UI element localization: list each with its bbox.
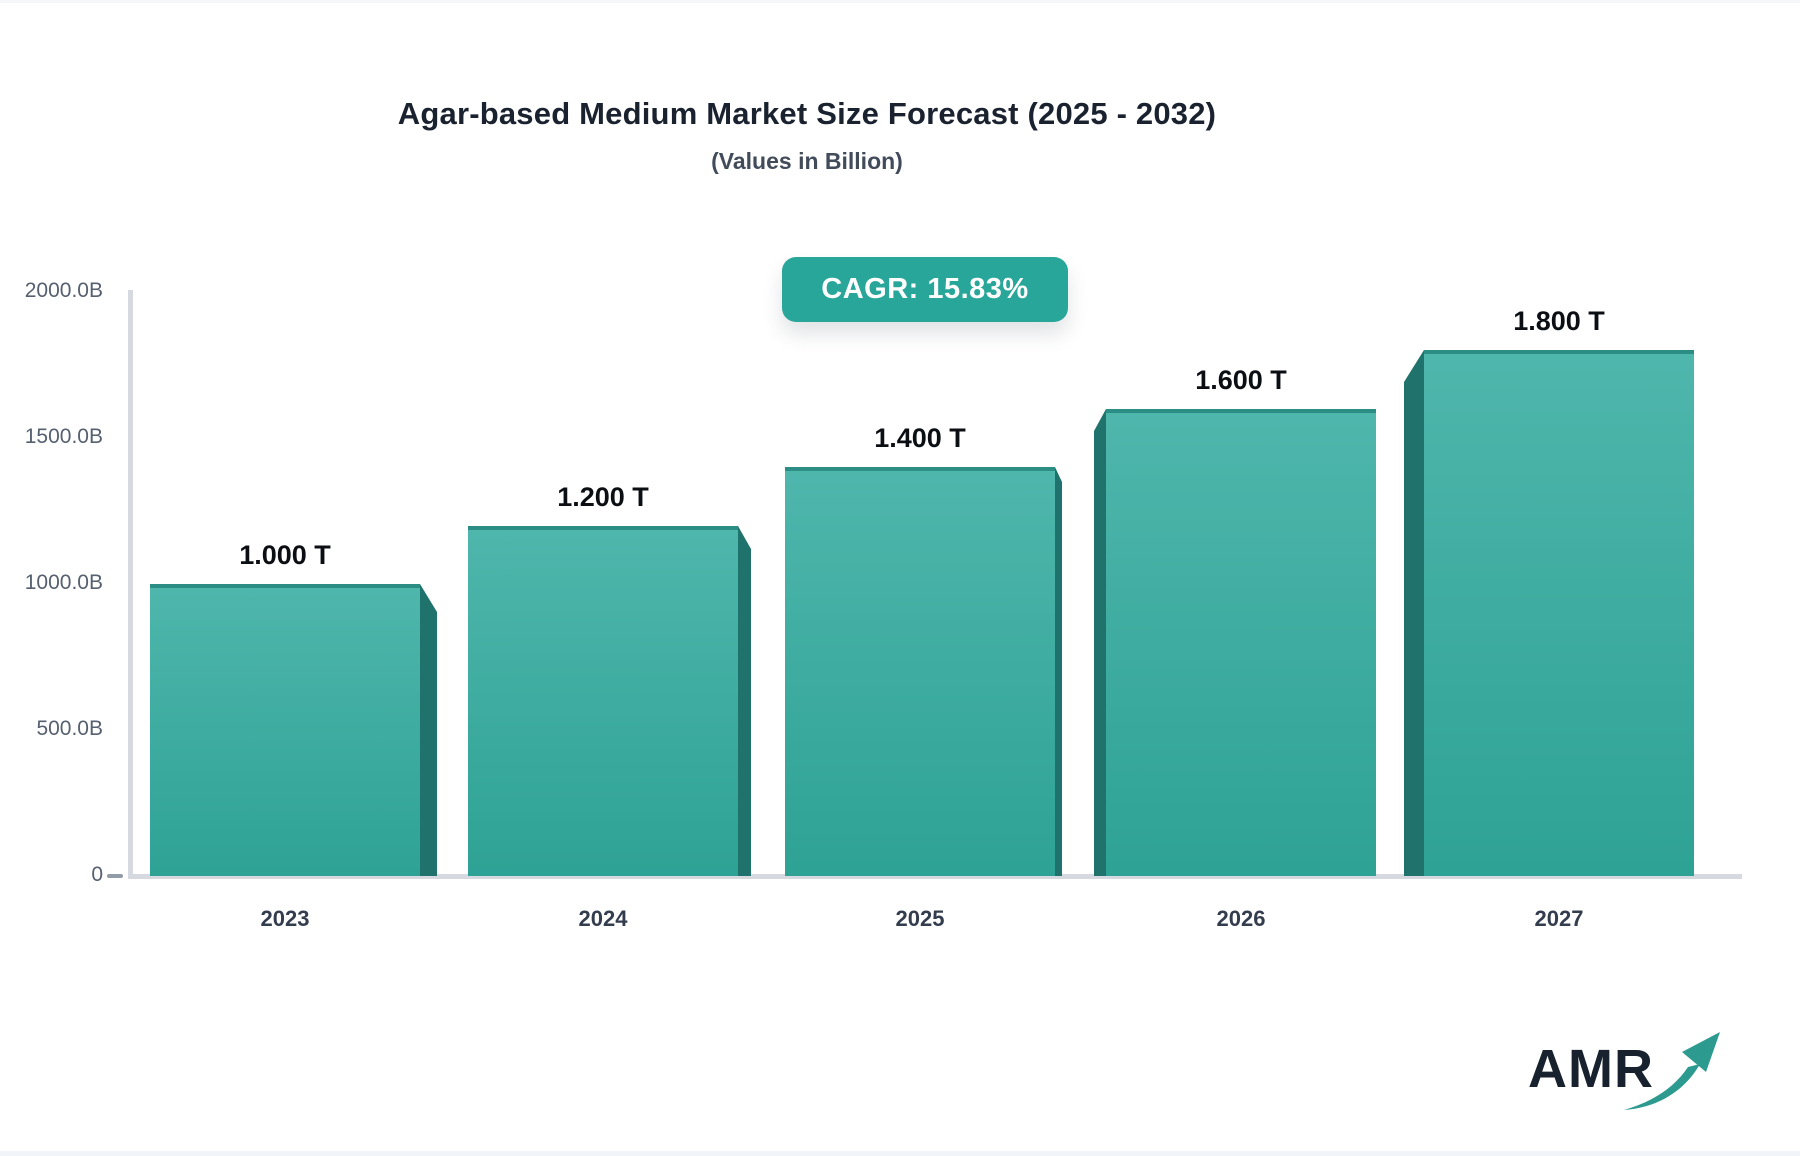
bar-3d-side: [1055, 467, 1062, 876]
chart-title: Agar-based Medium Market Size Forecast (…: [397, 96, 1217, 131]
x-axis-tick-label: 2025: [895, 906, 945, 931]
y-axis-tick-label: 0: [91, 863, 103, 886]
bar: [785, 467, 1055, 876]
y-axis-tick-label: 500.0B: [36, 717, 103, 740]
bar: [1424, 350, 1694, 876]
chart-subtitle: (Values in Billion): [711, 148, 903, 174]
top-edge-strip: [0, 0, 1800, 3]
amr-logo-text: AMR: [1528, 1039, 1654, 1099]
y-axis-tick-label: 1500.0B: [24, 425, 103, 448]
zero-tick-mark: [107, 874, 123, 878]
bar-3d-side: [1404, 350, 1424, 876]
bar-value-label: 1.200 T: [557, 482, 649, 512]
bar-value-label: 1.000 T: [239, 540, 331, 570]
growth-arrow-icon: [1624, 1032, 1720, 1110]
bar-3d-side: [1094, 409, 1106, 876]
bar-3d-side: [738, 526, 751, 876]
bar: [150, 584, 420, 876]
bar: [1106, 409, 1376, 876]
x-axis-line: [128, 874, 1742, 879]
y-axis-line: [128, 290, 133, 878]
amr-logo: AMR: [1528, 1024, 1748, 1124]
bar: [468, 526, 738, 876]
cagr-badge: CAGR: 15.83%: [782, 257, 1068, 322]
bar-3d-side: [420, 584, 437, 876]
x-axis-tick-label: 2023: [260, 906, 310, 931]
y-axis-tick-label: 1000.0B: [24, 571, 103, 594]
bar-value-label: 1.600 T: [1195, 365, 1287, 395]
x-axis-tick-label: 2027: [1534, 906, 1584, 931]
bar-value-label: 1.800 T: [1513, 306, 1605, 336]
bottom-edge-strip: [0, 1151, 1800, 1156]
y-axis-tick-label: 2000.0B: [24, 279, 103, 302]
x-axis-tick-label: 2024: [578, 906, 628, 931]
bar-value-label: 1.400 T: [874, 423, 966, 453]
x-axis-tick-label: 2026: [1216, 906, 1266, 931]
